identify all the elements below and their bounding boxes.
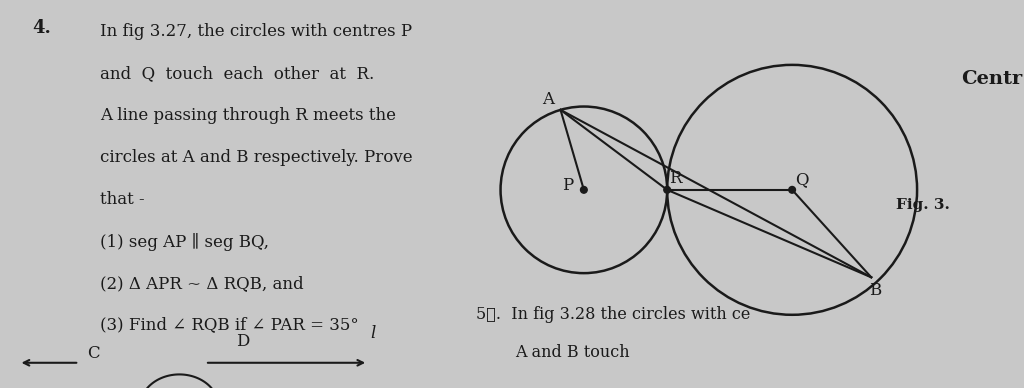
Text: 4.: 4. [33, 19, 51, 37]
Text: Centr: Centr [961, 70, 1022, 88]
Text: B: B [869, 282, 882, 299]
Text: Q: Q [796, 171, 809, 188]
Circle shape [581, 187, 587, 193]
Text: that -: that - [100, 191, 144, 208]
Text: A: A [542, 90, 554, 107]
Text: Fig. 3.: Fig. 3. [896, 198, 950, 212]
Text: l: l [370, 325, 376, 342]
Text: C: C [87, 345, 99, 362]
Text: and  Q  touch  each  other  at  R.: and Q touch each other at R. [100, 65, 375, 82]
Text: (1) seg AP ∥ seg BQ,: (1) seg AP ∥ seg BQ, [100, 233, 269, 251]
Text: D: D [236, 333, 249, 350]
Text: 5★.  In fig 3.28 the circles with ce: 5★. In fig 3.28 the circles with ce [476, 306, 751, 322]
Text: P: P [561, 177, 572, 194]
Text: In fig 3.27, the circles with centres P: In fig 3.27, the circles with centres P [100, 23, 413, 40]
Text: circles at A and B respectively. Prove: circles at A and B respectively. Prove [100, 149, 413, 166]
Text: (2) Δ APR ~ Δ RQB, and: (2) Δ APR ~ Δ RQB, and [100, 275, 304, 292]
Text: R: R [670, 170, 682, 187]
Circle shape [788, 187, 796, 193]
Text: A line passing through R meets the: A line passing through R meets the [100, 107, 396, 124]
Text: (3) Find ∠ RQB if ∠ PAR = 35°: (3) Find ∠ RQB if ∠ PAR = 35° [100, 317, 359, 334]
Text: A and B touch: A and B touch [515, 345, 630, 361]
Circle shape [664, 187, 671, 193]
